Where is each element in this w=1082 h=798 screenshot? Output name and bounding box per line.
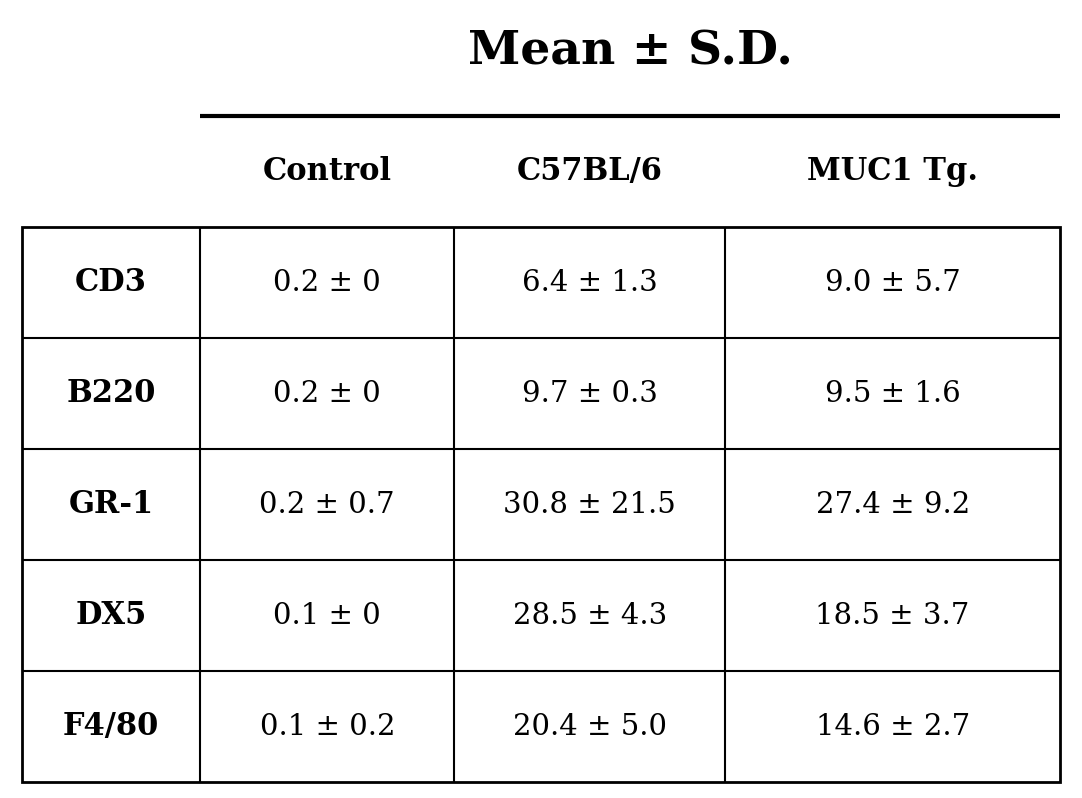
Text: 18.5 ± 3.7: 18.5 ± 3.7: [816, 602, 969, 630]
Text: Mean ± S.D.: Mean ± S.D.: [467, 29, 793, 75]
Text: CD3: CD3: [75, 267, 147, 298]
Text: 30.8 ± 21.5: 30.8 ± 21.5: [503, 491, 676, 519]
Text: 0.1 ± 0: 0.1 ± 0: [274, 602, 381, 630]
Text: 9.7 ± 0.3: 9.7 ± 0.3: [522, 380, 658, 408]
Text: DX5: DX5: [76, 600, 146, 631]
Text: 0.2 ± 0: 0.2 ± 0: [274, 380, 381, 408]
Text: F4/80: F4/80: [63, 711, 159, 742]
Text: 27.4 ± 9.2: 27.4 ± 9.2: [816, 491, 969, 519]
Text: Control: Control: [263, 156, 392, 187]
Text: 14.6 ± 2.7: 14.6 ± 2.7: [816, 713, 969, 741]
Text: 6.4 ± 1.3: 6.4 ± 1.3: [522, 269, 658, 297]
Text: 28.5 ± 4.3: 28.5 ± 4.3: [513, 602, 667, 630]
Text: 0.2 ± 0: 0.2 ± 0: [274, 269, 381, 297]
Text: 0.2 ± 0.7: 0.2 ± 0.7: [260, 491, 395, 519]
Bar: [22, 227, 1060, 782]
Text: 9.5 ± 1.6: 9.5 ± 1.6: [824, 380, 961, 408]
Text: 9.0 ± 5.7: 9.0 ± 5.7: [824, 269, 961, 297]
Text: C57BL/6: C57BL/6: [517, 156, 662, 187]
Text: GR-1: GR-1: [68, 489, 154, 520]
Text: MUC1 Tg.: MUC1 Tg.: [807, 156, 978, 187]
Text: 20.4 ± 5.0: 20.4 ± 5.0: [513, 713, 667, 741]
Text: 0.1 ± 0.2: 0.1 ± 0.2: [260, 713, 395, 741]
Text: B220: B220: [66, 378, 156, 409]
